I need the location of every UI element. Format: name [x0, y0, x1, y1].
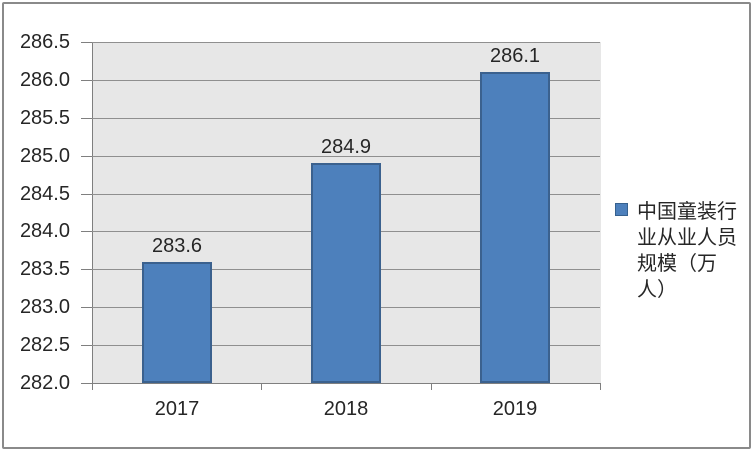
x-axis-category-label: 2018: [323, 398, 369, 420]
y-axis-tick: [81, 42, 92, 43]
x-axis-tick: [261, 384, 262, 390]
gridline: [92, 80, 600, 81]
gridline: [92, 42, 600, 43]
y-axis-tick-label: 283.0: [19, 296, 70, 318]
gridline: [92, 118, 600, 119]
y-axis-tick: [81, 156, 92, 157]
y-axis-tick-label: 285.0: [19, 145, 70, 167]
bar-value-label: 283.6: [151, 235, 203, 257]
y-axis-tick-label: 282.5: [19, 334, 70, 356]
legend-series-label: 中国童装行业从业人员规模（万人）: [637, 201, 737, 301]
y-axis-tick: [81, 118, 92, 119]
y-axis-tick-label: 285.5: [19, 107, 70, 129]
y-axis-tick-label: 286.0: [19, 69, 70, 91]
y-axis-tick-label: 286.5: [19, 31, 70, 53]
bar-2017: [142, 262, 212, 383]
legend-series-marker-icon: [615, 203, 628, 216]
gridline: [92, 156, 600, 157]
y-axis-tick-label: 284.0: [19, 220, 70, 242]
y-axis-tick: [81, 345, 92, 346]
bar-value-label: 284.9: [320, 136, 372, 158]
bar-value-label: 286.1: [489, 45, 541, 67]
y-axis-tick: [81, 231, 92, 232]
y-axis-tick: [81, 80, 92, 81]
y-axis-tick-label: 282.0: [19, 372, 70, 394]
y-axis-tick: [81, 383, 92, 384]
x-axis-category-label: 2017: [154, 398, 200, 420]
x-axis-category-label: 2019: [492, 398, 538, 420]
y-axis-tick: [81, 269, 92, 270]
y-axis-tick-label: 283.5: [19, 258, 70, 280]
bar-2018: [311, 163, 381, 383]
y-axis-tick-label: 284.5: [19, 183, 70, 205]
y-axis-tick: [81, 194, 92, 195]
x-axis-tick: [431, 384, 432, 390]
x-axis-tick: [600, 384, 601, 390]
y-axis-tick: [81, 307, 92, 308]
bar-2019: [480, 72, 550, 383]
x-axis-tick: [92, 384, 93, 390]
